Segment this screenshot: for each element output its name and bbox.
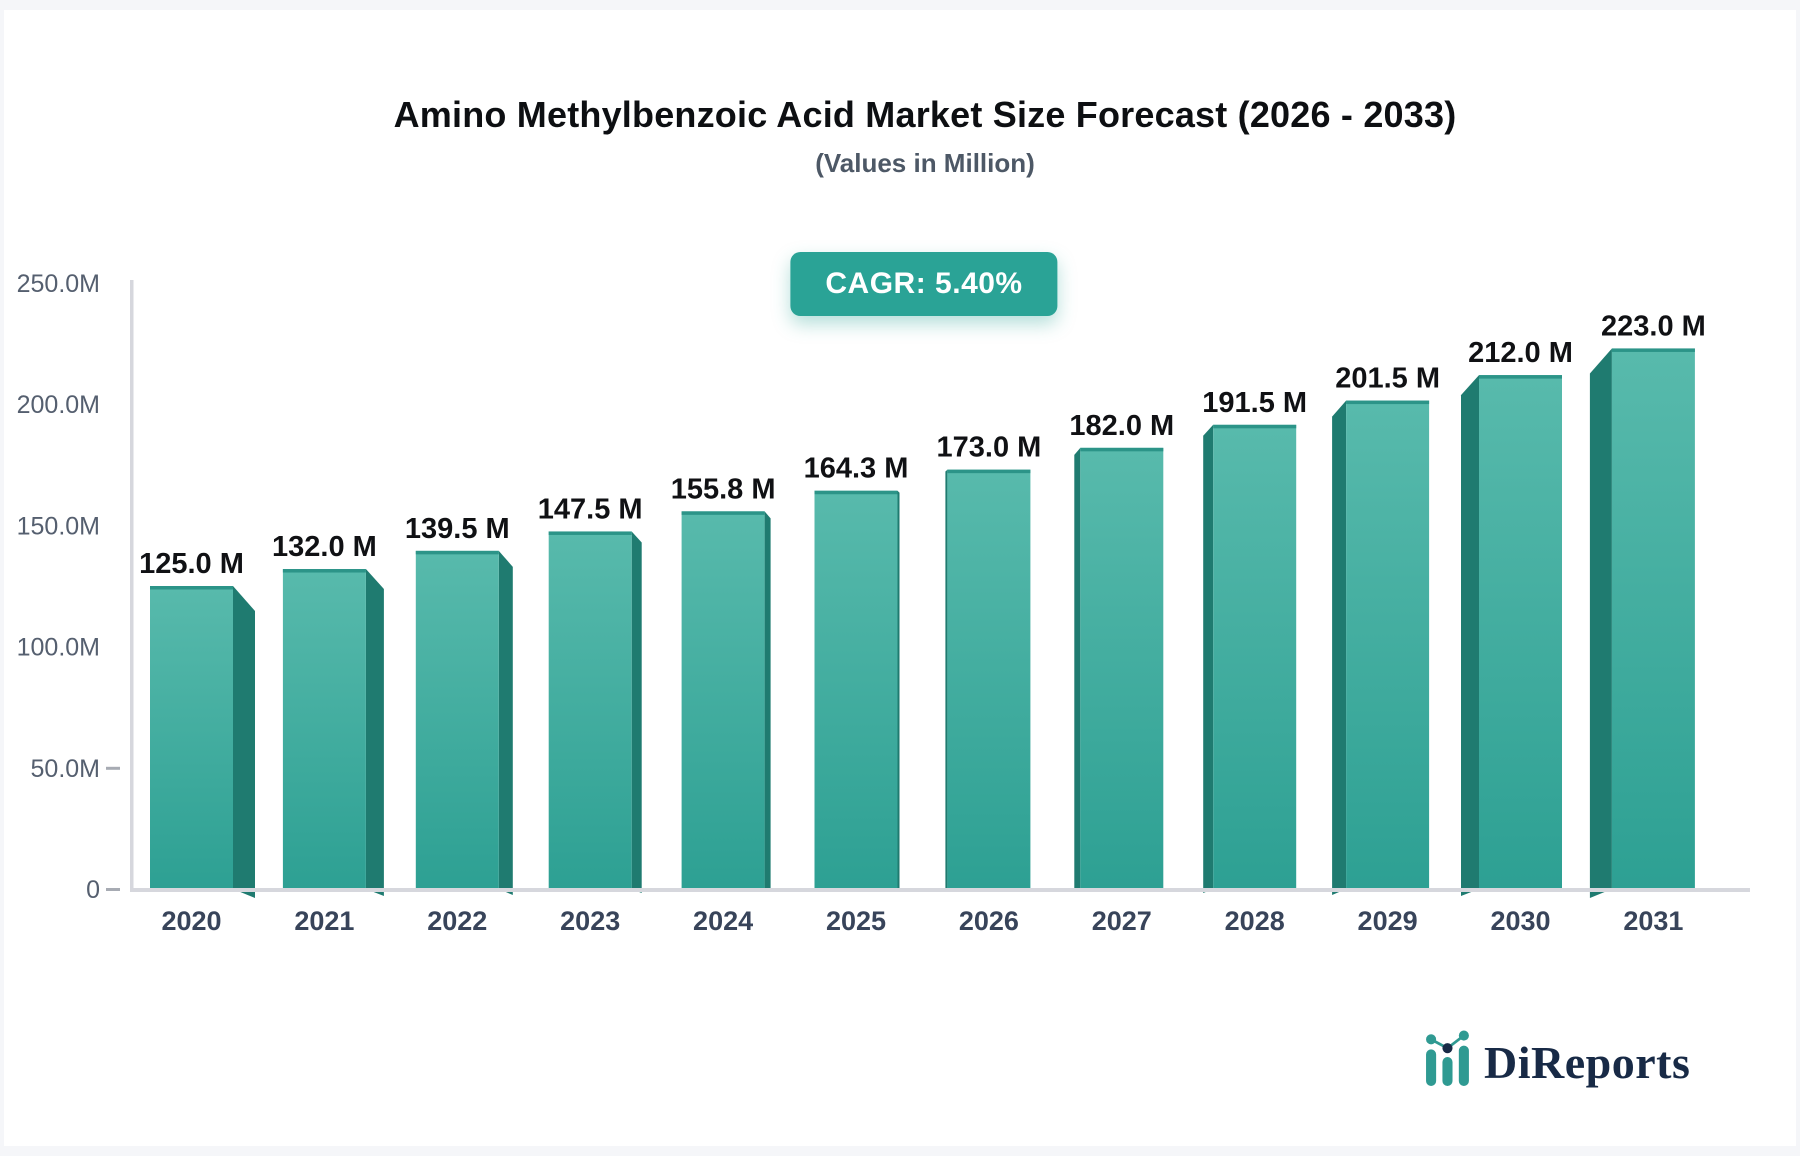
- y-axis-line: [130, 280, 134, 891]
- bar-value-label-2025: 164.3 M: [804, 453, 909, 485]
- bar-top-edge-2027: [1080, 447, 1164, 452]
- bar-side-face-2024: [764, 511, 771, 891]
- bar-2021: [282, 569, 366, 889]
- bar-side-face-2021: [365, 569, 384, 896]
- logo-dot-left: [1426, 1034, 1437, 1045]
- bar-top-edge-2023: [548, 531, 632, 535]
- logo-text: DiReports: [1484, 1037, 1691, 1088]
- bar-2030: [1479, 375, 1562, 889]
- x-axis-label-2025: 2025: [826, 906, 886, 936]
- bar-top-edge-2025: [814, 490, 898, 495]
- chart-title: Amino Methylbenzoic Acid Market Size For…: [393, 94, 1457, 135]
- x-axis-label-2028: 2028: [1225, 906, 1285, 936]
- x-axis-label-2031: 2031: [1623, 906, 1683, 936]
- bar-2029: [1346, 400, 1430, 889]
- y-axis-label-250.0M: 250.0M: [17, 270, 100, 298]
- bar-2026: [947, 469, 1031, 889]
- x-axis-label-2024: 2024: [693, 906, 753, 936]
- bar-top-edge-2028: [1213, 424, 1297, 429]
- bar-side-face-2030: [1461, 375, 1479, 896]
- x-axis-label-2022: 2022: [427, 906, 487, 936]
- logo-dot-right: [1458, 1030, 1469, 1041]
- bar-top-edge-2031: [1611, 348, 1695, 352]
- y-axis-label-0: 0: [86, 876, 100, 904]
- bar-2028: [1213, 424, 1297, 889]
- bar-value-label-2028: 191.5 M: [1202, 387, 1307, 419]
- bar-2025: [814, 490, 898, 889]
- chart-subtitle: (Values in Million): [815, 148, 1035, 178]
- direports-logo: DiReports: [1424, 1028, 1690, 1086]
- bar-2022: [415, 550, 499, 889]
- x-axis-label-2020: 2020: [161, 906, 221, 936]
- x-axis-label-2030: 2030: [1490, 906, 1550, 936]
- bar-2023: [548, 531, 632, 889]
- logo-dot-middle: [1442, 1043, 1453, 1054]
- y-axis-label-200.0M: 200.0M: [17, 391, 100, 419]
- bar-value-label-2020: 125.0 M: [139, 548, 244, 580]
- bar-2020: [150, 586, 233, 889]
- bar-top-edge-2024: [681, 511, 765, 515]
- bar-value-label-2027: 182.0 M: [1069, 410, 1174, 442]
- bar-value-label-2024: 155.8 M: [671, 473, 776, 505]
- y-axis-tick-50.0M: [106, 766, 120, 770]
- bar-side-face-2028: [1203, 424, 1214, 893]
- x-axis-label-2023: 2023: [560, 906, 620, 936]
- y-axis-tick-0: [106, 888, 120, 891]
- bar-side-face-2022: [498, 550, 513, 895]
- bar-side-face-2029: [1332, 400, 1347, 895]
- bar-value-label-2023: 147.5 M: [538, 493, 643, 525]
- bar-value-label-2022: 139.5 M: [405, 513, 510, 545]
- bar-2027: [1080, 447, 1164, 889]
- x-axis-label-2021: 2021: [294, 906, 354, 936]
- bar-side-face-2027: [1074, 447, 1081, 891]
- x-axis-line: [130, 888, 1750, 892]
- cagr-badge: CAGR: 5.40%: [790, 252, 1058, 316]
- bar-value-label-2030: 212.0 M: [1468, 337, 1573, 369]
- bar-value-label-2031: 223.0 M: [1601, 310, 1706, 342]
- bar-top-edge-2026: [947, 469, 1031, 474]
- logo-bar-right: [1458, 1045, 1469, 1086]
- bar-value-label-2029: 201.5 M: [1335, 363, 1440, 395]
- y-axis-label-100.0M: 100.0M: [17, 634, 100, 662]
- bar-top-edge-2029: [1346, 400, 1430, 405]
- bar-value-label-2026: 173.0 M: [937, 432, 1042, 464]
- logo-chart-icon: [1426, 1030, 1469, 1086]
- x-axis-label-2027: 2027: [1092, 906, 1152, 936]
- x-axis-label-2026: 2026: [959, 906, 1019, 936]
- bar-side-face-2025: [897, 490, 900, 890]
- logo-bar-middle: [1442, 1057, 1453, 1086]
- bar-top-edge-2020: [150, 586, 233, 590]
- bar-top-edge-2022: [415, 550, 499, 555]
- bar-top-edge-2030: [1479, 375, 1562, 379]
- bar-2031: [1611, 348, 1695, 889]
- bar-side-face-2023: [631, 531, 642, 893]
- bar-top-edge-2021: [282, 569, 366, 573]
- y-axis-label-150.0M: 150.0M: [17, 512, 100, 540]
- bar-side-face-2020: [233, 586, 255, 898]
- logo-bar-left: [1426, 1049, 1437, 1086]
- bar-value-label-2021: 132.0 M: [272, 531, 377, 563]
- bar-2024: [681, 511, 765, 889]
- bar-side-face-2026: [945, 469, 948, 890]
- x-axis-label-2029: 2029: [1358, 906, 1418, 936]
- bar-side-face-2031: [1589, 348, 1612, 898]
- y-axis-label-50.0M: 50.0M: [31, 755, 100, 783]
